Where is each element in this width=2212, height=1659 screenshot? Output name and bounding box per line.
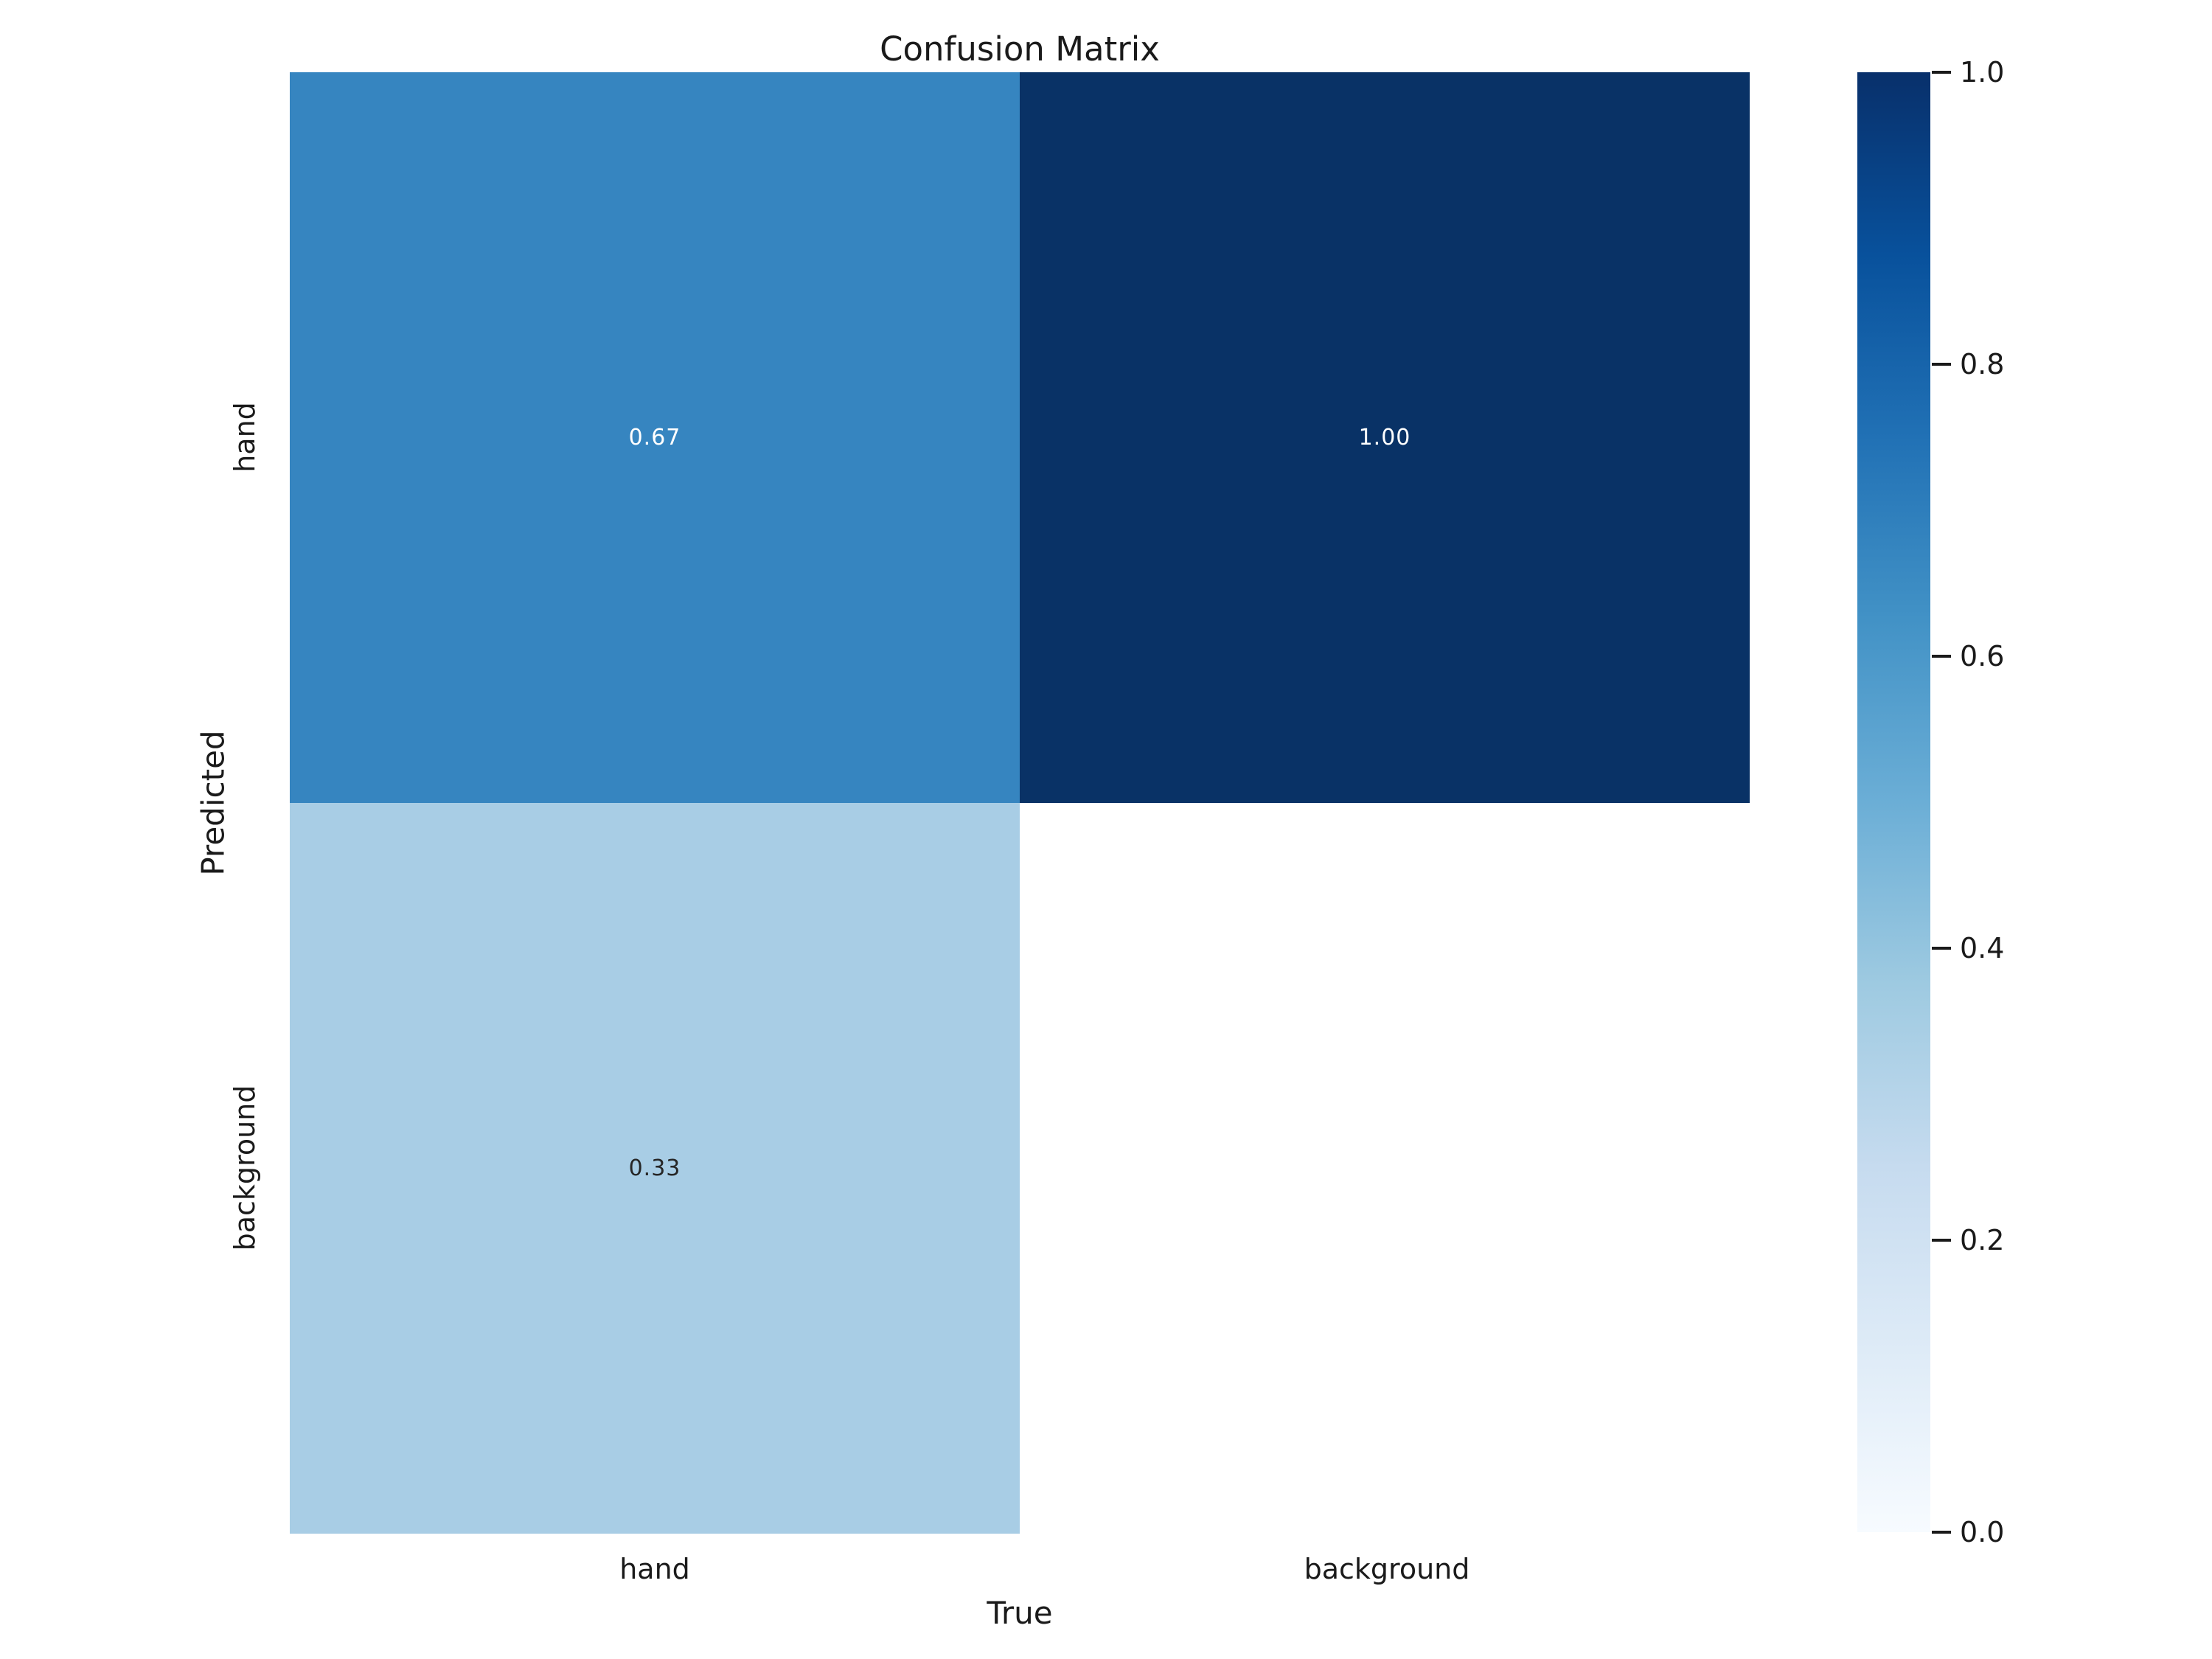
- colorbar: [1857, 72, 1930, 1532]
- colorbar-tick-mark: [1932, 1239, 1951, 1242]
- colorbar-tick-mark: [1932, 947, 1951, 950]
- heatmap-cell-hand-hand: 0.67: [290, 72, 1020, 803]
- colorbar-tick-mark: [1932, 363, 1951, 366]
- chart-title: Confusion Matrix: [880, 29, 1160, 69]
- cell-value-background-hand: 0.33: [628, 1155, 681, 1181]
- colorbar-tick-label: 0.4: [1960, 932, 2005, 964]
- y-axis-label: Predicted: [195, 730, 232, 876]
- heatmap-cell-background-hand: 0.33: [290, 803, 1020, 1534]
- colorbar-tick-mark: [1932, 71, 1951, 74]
- y-tick-hand: hand: [229, 402, 261, 473]
- x-tick-background: background: [1304, 1553, 1470, 1585]
- colorbar-tick-label: 0.8: [1960, 348, 2005, 380]
- x-axis-label: True: [987, 1595, 1053, 1631]
- x-tick-hand: hand: [619, 1553, 690, 1585]
- heatmap-cell-hand-background: 1.00: [1020, 72, 1750, 803]
- cell-value-hand-background: 1.00: [1358, 425, 1411, 451]
- colorbar-tick-label: 0.0: [1960, 1516, 2005, 1548]
- colorbar-tick-label: 0.2: [1960, 1224, 2005, 1256]
- y-tick-background: background: [229, 1085, 261, 1251]
- heatmap-cell-background-background: [1020, 803, 1750, 1534]
- colorbar-tick-label: 1.0: [1960, 56, 2005, 88]
- colorbar-tick-mark: [1932, 655, 1951, 658]
- colorbar-tick-label: 0.6: [1960, 640, 2005, 672]
- heatmap: 0.67 1.00 0.33: [290, 72, 1750, 1534]
- colorbar-tick-mark: [1932, 1531, 1951, 1534]
- cell-value-hand-hand: 0.67: [628, 425, 681, 451]
